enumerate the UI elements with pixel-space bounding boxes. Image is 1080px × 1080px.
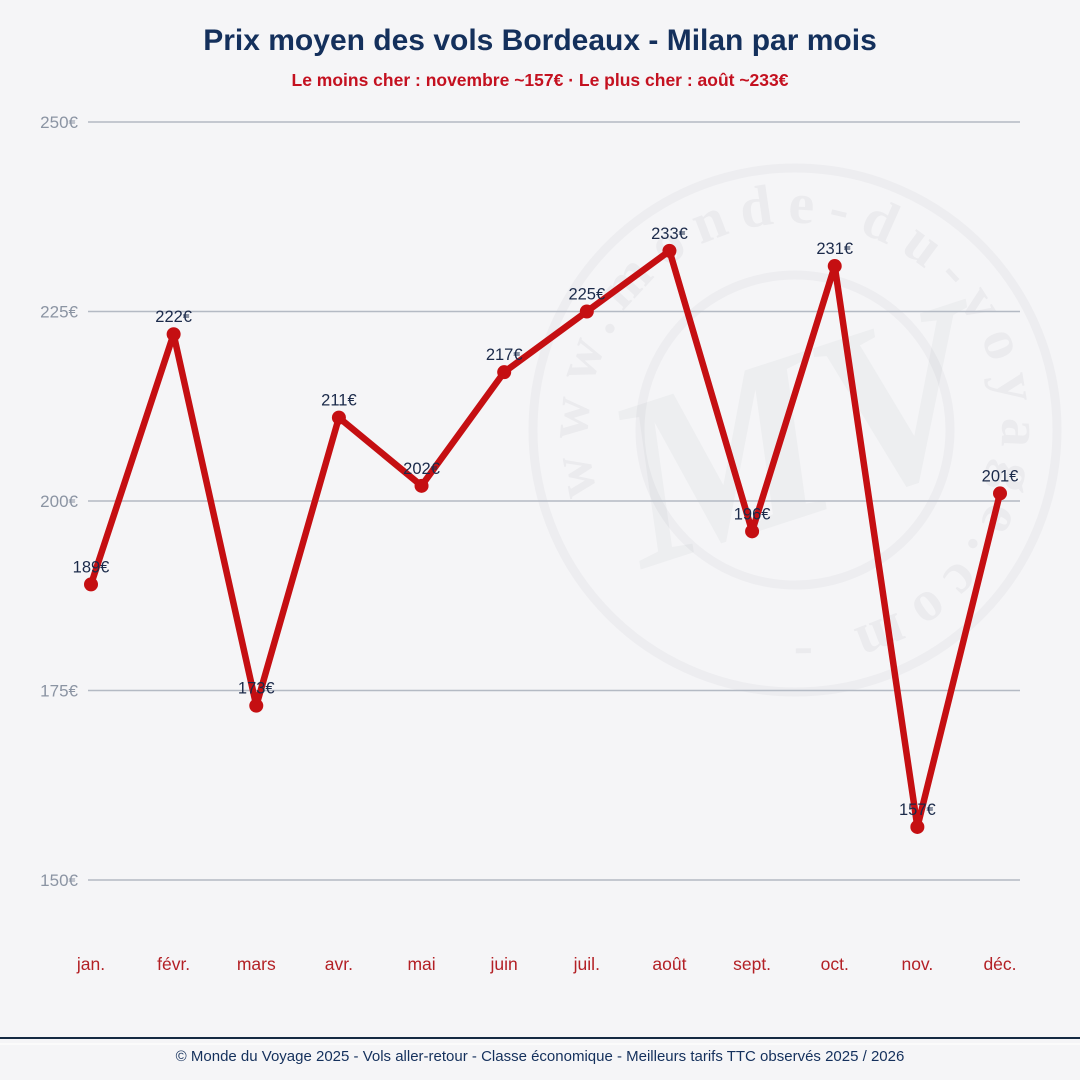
y-tick-label-225: 225€ — [40, 303, 78, 322]
x-axis-label-déc: déc. — [983, 954, 1016, 974]
gridlines: 150€ 175€ 200€ 225€ 250€ — [40, 113, 1020, 890]
x-axis-label-jan: jan. — [76, 954, 105, 974]
point-label-sept: 196€ — [734, 505, 771, 523]
price-line — [87, 247, 1004, 831]
footer-text: © Monde du Voyage 2025 - Vols aller-reto… — [175, 1048, 905, 1065]
watermark-inner-ring — [635, 270, 955, 590]
watermark: www.monde-du-voyage.com - MV — [467, 103, 1080, 759]
data-point-mars — [249, 698, 264, 713]
y-tick-label-250: 250€ — [40, 113, 78, 132]
data-point-févr — [166, 327, 181, 342]
x-axis-label-févr: févr. — [157, 954, 190, 974]
point-label-avr: 211€ — [321, 392, 356, 410]
x-axis-label-juil: juil. — [573, 954, 600, 974]
data-point-avr — [331, 410, 346, 425]
data-point-jan — [84, 577, 98, 592]
point-label-mai: 202€ — [403, 460, 440, 478]
data-point-juil — [579, 304, 594, 319]
x-axis-label-août: août — [652, 954, 686, 974]
chart-title: Prix moyen des vols Bordeaux - Milan par… — [203, 24, 877, 57]
point-label-déc: 201€ — [982, 467, 1019, 485]
x-axis-label-oct: oct. — [821, 954, 849, 974]
x-axis-label-avr: avr. — [325, 954, 353, 974]
point-label-mars: 173€ — [238, 680, 275, 698]
y-tick-label-150: 150€ — [40, 871, 78, 890]
y-tick-label-200: 200€ — [40, 492, 78, 511]
chart-labels: 189€ jan. 222€ févr. 173€ mars 211€ avr. 202€ mai… — [73, 225, 1019, 974]
data-point-août — [662, 243, 677, 258]
chart-subtitle: Le moins cher : novembre ~157€ · Le plus… — [291, 70, 789, 90]
point-label-jan: 189€ — [73, 558, 110, 576]
footer-divider — [0, 1037, 1080, 1039]
point-label-juin: 217€ — [486, 346, 523, 364]
point-label-oct: 231€ — [816, 240, 853, 258]
data-point-nov — [910, 819, 925, 834]
watermark-outer-ring — [528, 163, 1062, 697]
x-axis-label-nov: nov. — [901, 954, 933, 974]
price-line-series — [84, 243, 1007, 834]
data-point-sept — [745, 524, 760, 539]
point-label-févr: 222€ — [155, 308, 192, 326]
chart-header: Prix moyen des vols Bordeaux - Milan par… — [0, 24, 1080, 91]
data-point-juin — [497, 365, 512, 380]
chart-footer: © Monde du Voyage 2025 - Vols aller-reto… — [0, 1037, 1080, 1065]
x-axis-label-mai: mai — [407, 954, 435, 974]
data-point-mai — [414, 478, 429, 493]
point-label-nov: 157€ — [899, 801, 936, 819]
x-axis-label-sept: sept. — [733, 954, 771, 974]
point-label-août: 233€ — [651, 225, 688, 243]
x-axis-label-juin: juin — [490, 954, 518, 974]
x-axis-label-mars: mars — [237, 954, 276, 974]
data-point-déc — [993, 486, 1007, 501]
data-point-oct — [827, 259, 842, 274]
y-tick-label-175: 175€ — [40, 682, 78, 701]
point-label-juil: 225€ — [568, 286, 605, 304]
